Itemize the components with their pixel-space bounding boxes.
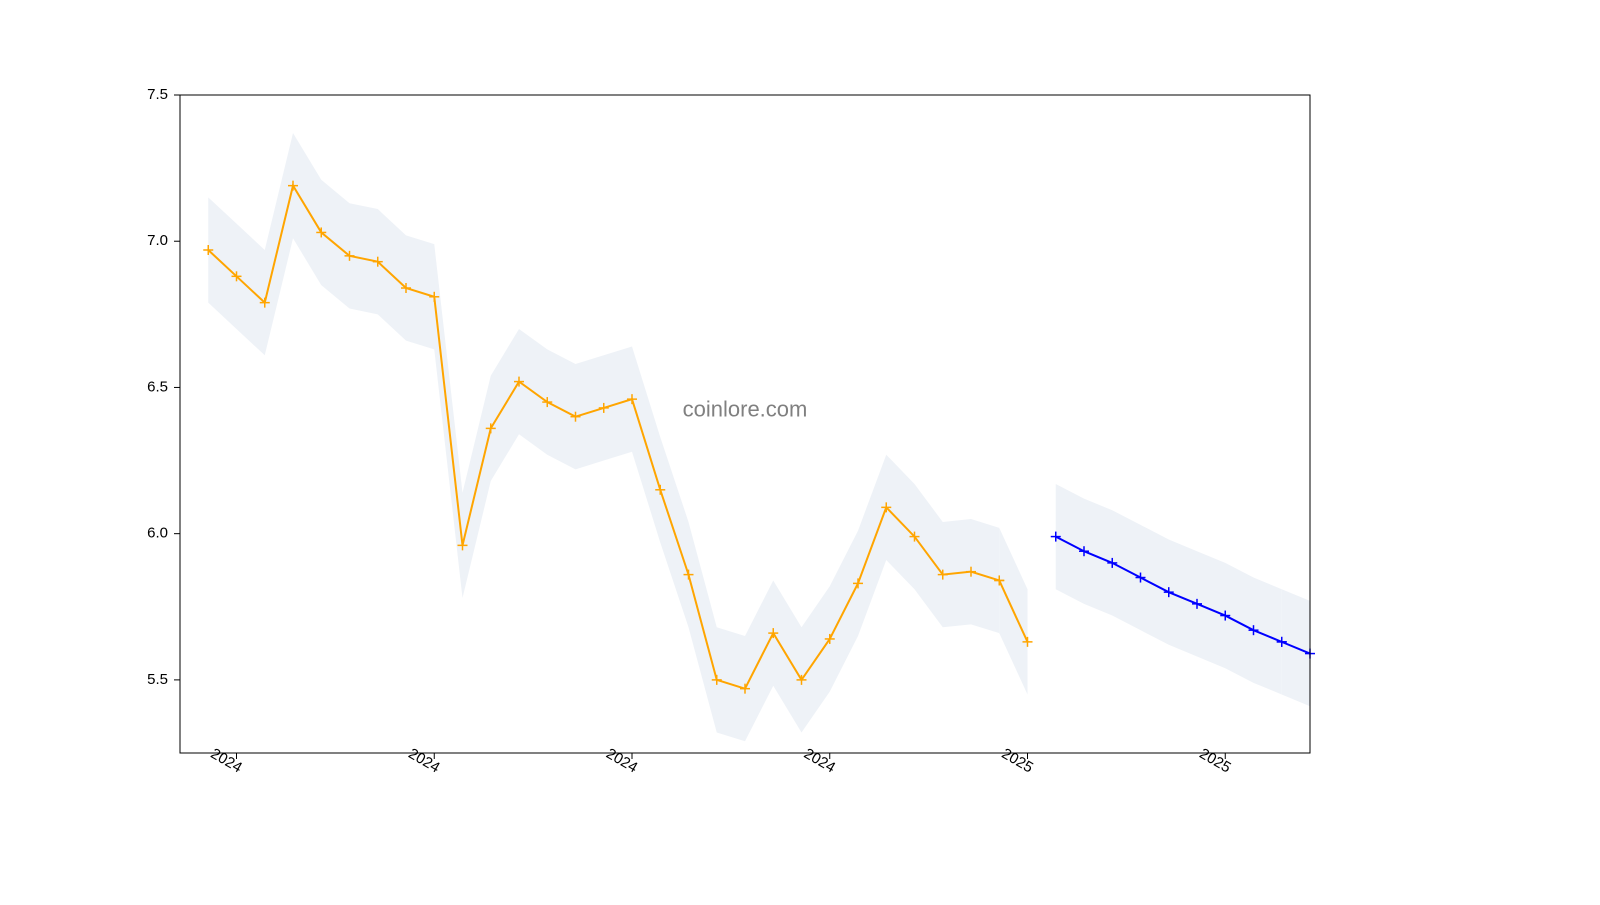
y-tick-label: 6.5: [147, 378, 168, 395]
y-tick-label: 7.5: [147, 86, 168, 103]
watermark-text: coinlore.com: [683, 397, 808, 422]
y-tick-label: 6.0: [147, 525, 168, 542]
y-tick-label: 5.5: [147, 671, 168, 688]
price-chart: coinlore.com5.56.06.57.07.52024202420242…: [0, 0, 1600, 905]
chart-svg: coinlore.com5.56.06.57.07.52024202420242…: [0, 0, 1600, 900]
y-tick-label: 7.0: [147, 232, 168, 249]
